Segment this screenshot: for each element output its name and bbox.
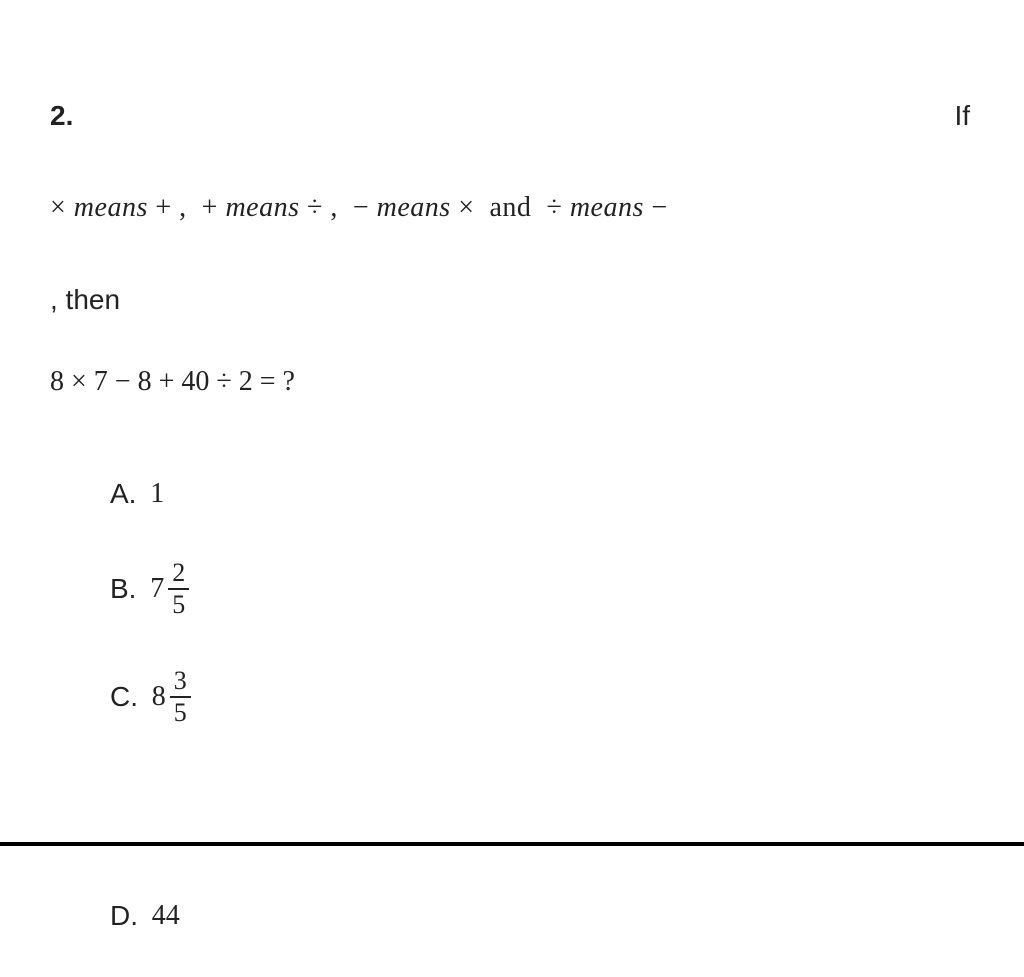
- option-b-den: 5: [168, 590, 189, 618]
- option-b[interactable]: B. 7 2 5: [110, 560, 974, 618]
- question-number: 2.: [50, 100, 73, 131]
- stem-line: × means + , + means ÷ , − means × and ÷ …: [50, 192, 974, 224]
- sym-minus-2: −: [651, 192, 667, 223]
- sym-times-2: ×: [458, 192, 474, 223]
- option-c-num: 3: [170, 668, 191, 698]
- option-c-mixed: 8 3 5: [152, 668, 191, 726]
- sym-minus-1: −: [353, 192, 369, 223]
- option-a-value: 1: [150, 478, 164, 510]
- sym-div-1: ÷: [307, 192, 323, 223]
- comma-2: ,: [330, 192, 338, 223]
- option-b-num: 2: [168, 560, 189, 590]
- sym-plus-1: +: [155, 192, 171, 223]
- option-d[interactable]: D. 44: [110, 900, 180, 932]
- sym-plus-2: +: [202, 192, 218, 223]
- page-divider: [0, 842, 1024, 846]
- option-b-label: B.: [110, 573, 136, 605]
- means-1: means: [74, 192, 148, 223]
- then-label: , then: [50, 284, 974, 316]
- means-3: means: [377, 192, 451, 223]
- option-c[interactable]: C. 8 3 5: [110, 668, 974, 726]
- option-c-whole: 8: [152, 681, 166, 713]
- option-b-whole: 7: [150, 573, 164, 605]
- and-word: and: [490, 192, 532, 223]
- means-4: means: [570, 192, 644, 223]
- sym-times-1: ×: [50, 192, 66, 223]
- option-a[interactable]: A. 1: [110, 478, 974, 510]
- option-b-frac: 2 5: [168, 560, 189, 618]
- option-c-label: C.: [110, 681, 138, 713]
- option-c-frac: 3 5: [170, 668, 191, 726]
- option-b-mixed: 7 2 5: [150, 560, 189, 618]
- option-d-value: 44: [152, 900, 180, 932]
- option-c-den: 5: [170, 698, 191, 726]
- equation: 8 × 7 − 8 + 40 ÷ 2 = ?: [50, 366, 974, 398]
- option-d-label: D.: [110, 900, 138, 932]
- comma-1: ,: [179, 192, 187, 223]
- means-2: means: [225, 192, 299, 223]
- sym-div-2: ÷: [546, 192, 562, 223]
- if-label: If: [954, 100, 970, 132]
- option-a-label: A.: [110, 478, 136, 510]
- question-card: 2. If × means + , + means ÷ , − means × …: [0, 0, 1024, 816]
- options-list: A. 1 B. 7 2 5 C. 8 3 5: [50, 478, 974, 726]
